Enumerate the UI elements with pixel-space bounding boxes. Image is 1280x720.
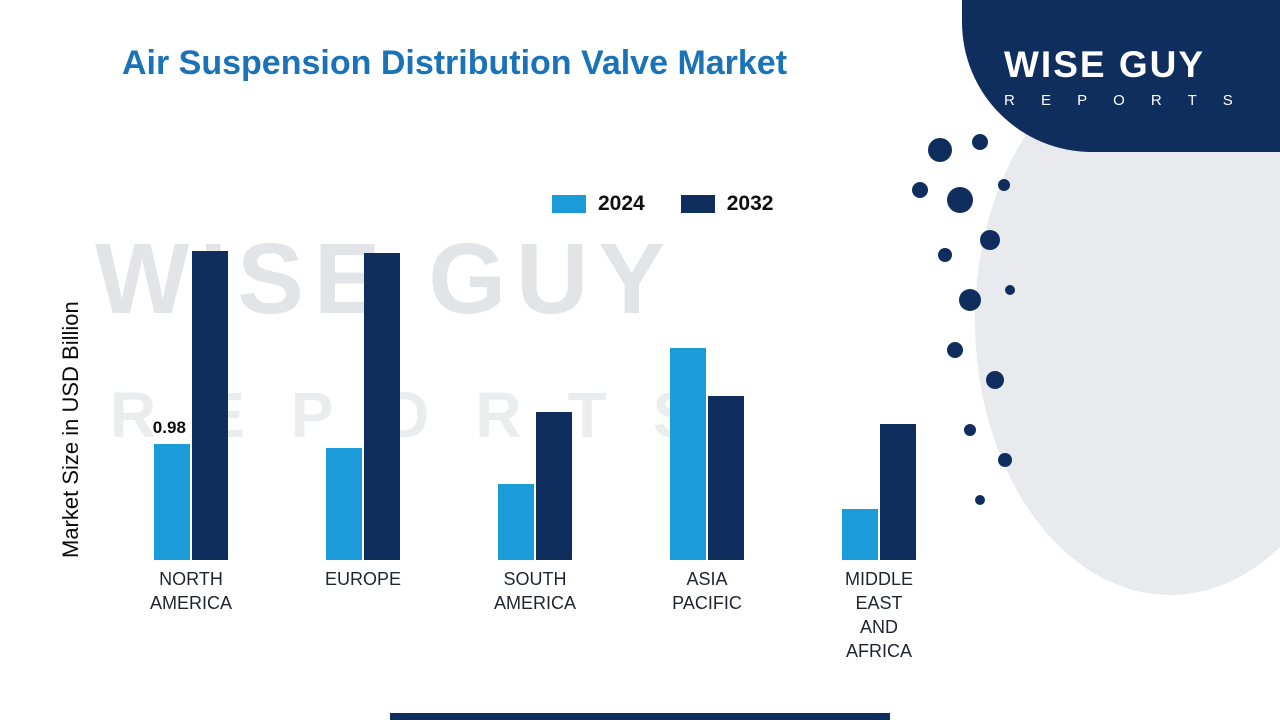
legend: 2024 2032 [552, 192, 773, 216]
y-axis-label: Market Size in USD Billion [58, 301, 83, 558]
bar-2024-2 [498, 484, 534, 560]
bar-group-2: SOUTH AMERICA [449, 250, 621, 613]
brand-logo: WISE GUY R E P O R T S [962, 0, 1280, 152]
legend-item-2024: 2024 [552, 192, 645, 216]
legend-item-2032: 2032 [680, 192, 774, 216]
bar-group-0: 0.98 NORTH AMERICA [105, 250, 277, 613]
chart-bars: 0.98 NORTH AMERICA EUROPE SOUTH AMERICA ASIA… [105, 250, 965, 661]
legend-swatch-2024 [552, 195, 586, 213]
bar-2024-3 [670, 348, 706, 560]
bars-1 [326, 253, 400, 560]
bar-group-4: MIDDLE EAST AND AFRICA [793, 250, 965, 661]
category-label-3: ASIA PACIFIC [672, 569, 742, 613]
legend-label-2024: 2024 [598, 192, 645, 215]
bar-2032-2 [536, 412, 572, 560]
footer-strip [390, 713, 890, 720]
bar-2024-0: 0.98 [153, 418, 190, 560]
bars-4 [842, 424, 916, 560]
bars-0: 0.98 [153, 251, 228, 560]
bar-2024-1 [326, 448, 362, 560]
bar-group-1: EUROPE [277, 250, 449, 589]
category-label-0: NORTH AMERICA [149, 569, 232, 613]
bar-2032-0 [192, 251, 228, 560]
legend-swatch-2032 [680, 195, 715, 213]
bars-3 [670, 348, 744, 560]
bars-2 [498, 412, 572, 560]
bar-2032-1 [364, 253, 400, 560]
bar-group-3: ASIA PACIFIC [621, 250, 793, 613]
page-title: Air Suspension Distribution Valve Market [122, 44, 788, 82]
bar-value-label: 0.98 [152, 418, 186, 437]
legend-label-2032: 2032 [726, 192, 774, 215]
category-label-2: SOUTH AMERICA [493, 569, 576, 613]
bar-2024-4 [842, 509, 878, 560]
dot-cluster-graphic [912, 134, 1015, 505]
brand-subtitle: R E P O R T S [1004, 91, 1244, 109]
category-label-4: MIDDLE EAST AND AFRICA [844, 569, 913, 661]
bar-2032-4 [880, 424, 916, 560]
bar-2032-3 [708, 396, 744, 560]
category-label-1: EUROPE [324, 569, 402, 589]
brand-name: WISE GUY [1004, 43, 1206, 85]
